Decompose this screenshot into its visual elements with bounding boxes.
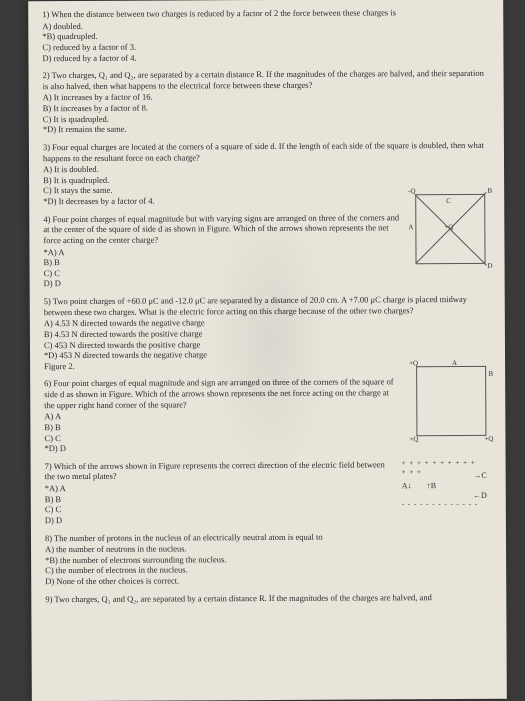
q6-option-d: *D) D	[44, 441, 491, 454]
label-tl: -Q	[408, 187, 415, 196]
diag-2	[416, 192, 486, 263]
plates-diagram: + + + + + + + + + + + + + →C A↓ ↑B ←D - …	[397, 459, 487, 509]
question-2: 2) Two charges, Q₁ and Q₂, are separated…	[43, 68, 490, 135]
square-diagram-2: +Q B A +Q +Q	[416, 366, 486, 436]
label-a-arrow: A	[402, 481, 408, 491]
label-q6-a: A	[452, 359, 457, 368]
figure-q4: -Q B +Q D A C	[415, 193, 485, 263]
q7-option-d: D) D	[45, 513, 492, 526]
arrow-b: ↑B	[427, 481, 436, 491]
question-6: +Q B A +Q +Q 6) Four point charges of eq…	[44, 376, 491, 454]
square-diagram: -Q B +Q D A C	[415, 193, 485, 263]
worksheet-page: 1) When the distance between two charges…	[28, 0, 507, 701]
label-c-arrow: C	[481, 471, 486, 481]
question-5: 5) Two point charges of +60.0 μC and -12…	[44, 294, 491, 372]
q8-option-d: D) None of the other choices is correct.	[45, 574, 492, 587]
diag-1	[416, 195, 487, 265]
question-8: 8) The number of protons in the nucleus …	[45, 530, 492, 586]
figure-q7: + + + + + + + + + + + + + →C A↓ ↑B ←D - …	[397, 459, 487, 509]
label-c: C	[446, 197, 451, 206]
question-1: 1) When the distance between two charges…	[42, 7, 489, 63]
label-d-arrow: D	[481, 491, 487, 501]
arrow-c: →C	[473, 471, 486, 481]
label-q6-bl: +Q	[409, 435, 418, 444]
question-4: -Q B +Q D A C 4) Four point charges of e…	[43, 211, 490, 289]
label-q6-br: +Q	[484, 434, 493, 443]
figure-q6: +Q B A +Q +Q	[416, 366, 486, 436]
q9-text: 9) Two charges, Q₁ and Q₂, are separated…	[45, 591, 492, 604]
q5-text: 5) Two point charges of +60.0 μC and -12…	[44, 294, 491, 318]
label-br: D	[487, 262, 492, 271]
label-tr: B	[487, 186, 492, 195]
arrow-a: A↓	[402, 481, 412, 491]
q3-text: 3) Four equal charges are located at the…	[43, 140, 490, 164]
label-b-arrow: B	[431, 481, 436, 491]
q2-option-d: *D) It remains the same.	[43, 122, 490, 135]
question-9: 9) Two charges, Q₁ and Q₂, are separated…	[45, 591, 492, 604]
label-q6-b: B	[488, 370, 493, 379]
plate-negative: - - - - - - - - - - - - -	[402, 500, 482, 509]
q4-option-d: D) D	[44, 276, 491, 289]
question-7: + + + + + + + + + + + + + →C A↓ ↑B ←D - …	[45, 459, 492, 526]
label-q6-tl: +Q	[409, 360, 418, 369]
q2-text: 2) Two charges, Q₁ and Q₂, are separated…	[43, 68, 490, 92]
q1-option-d: D) reduced by a factor of 4.	[42, 50, 489, 63]
label-a: A	[408, 223, 413, 232]
plate-positive: + + + + + + + + + + + + +	[402, 459, 482, 477]
